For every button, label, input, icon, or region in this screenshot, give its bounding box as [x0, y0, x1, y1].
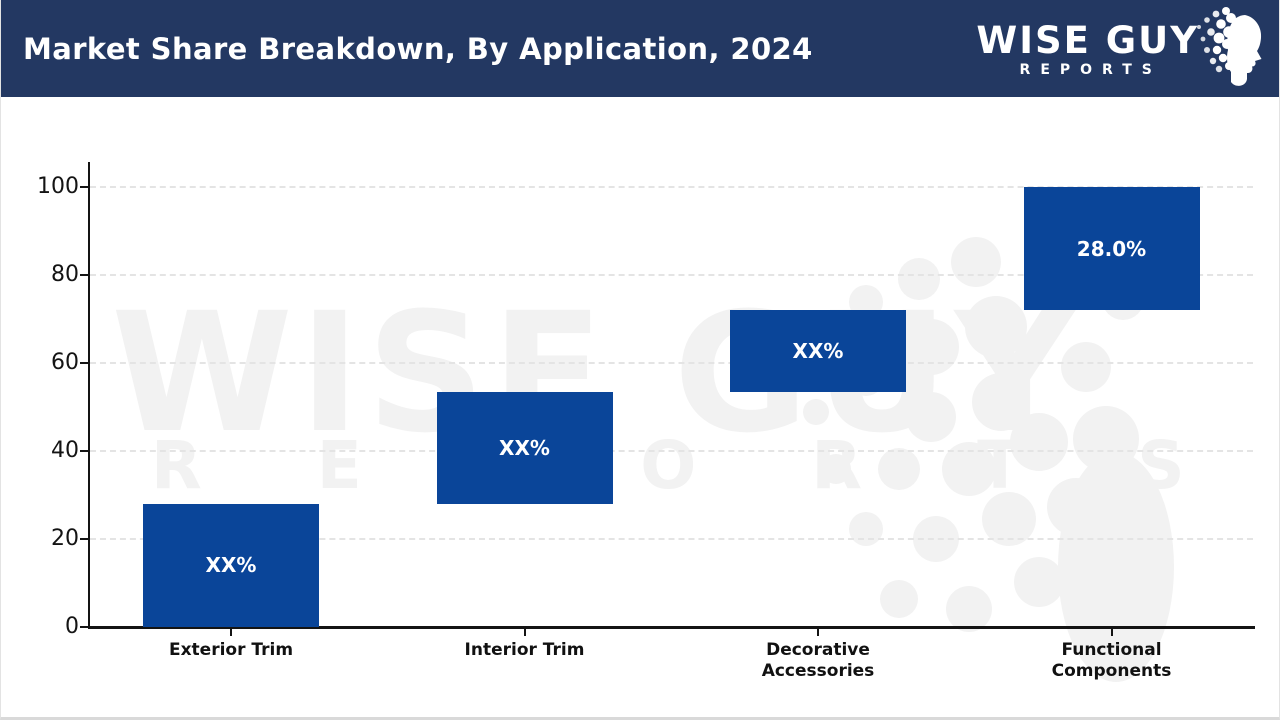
x-axis-category-label: Decorative Accessories: [761, 640, 875, 681]
bar-decorative-accessories: XX%: [730, 310, 906, 392]
logo-wordmark-sub: REPORTS: [1019, 61, 1162, 78]
x-axis-tick-mark: [817, 628, 819, 636]
plot: 0 20 40 60 80 100 XX% Exterior Trim XX% Interior …: [1, 97, 1279, 717]
y-axis-tick-label: 80: [51, 262, 79, 287]
logo-face-icon: [1197, 7, 1262, 86]
logo-wordmark-main: WISE GUY: [976, 18, 1199, 62]
y-axis-tick-mark: [80, 362, 89, 364]
bar-value-label: XX%: [792, 338, 844, 363]
logo-wordmark: WISE GUY REPORTS: [976, 18, 1199, 78]
header-bar: Market Share Breakdown, By Application, …: [1, 0, 1279, 97]
y-axis-tick-mark: [80, 626, 89, 628]
chart-area: WISE GUY R E P O R T S 0 20 40 60 80 100 XX% Ex…: [1, 97, 1279, 717]
y-axis-line: [88, 162, 90, 629]
gridline-y20: [90, 538, 1253, 540]
x-axis-tick-mark: [230, 628, 232, 636]
y-axis-tick-mark: [80, 538, 89, 540]
bar-exterior-trim: XX%: [143, 503, 319, 627]
bar-value-label: XX%: [499, 435, 550, 460]
x-axis-tick-mark: [1110, 628, 1113, 636]
page-title: Market Share Breakdown, By Application, …: [23, 31, 813, 66]
x-axis-category-label: Exterior Trim: [168, 640, 294, 660]
x-axis-category-label: Interior Trim: [464, 640, 585, 660]
y-axis-tick-mark: [80, 186, 89, 188]
gridline-y60: [90, 362, 1253, 364]
bar-value-label: XX%: [205, 553, 257, 578]
bar-functional-components: 28.0%: [1023, 187, 1200, 311]
y-axis-tick-label: 40: [51, 438, 79, 463]
brand-logo: WISE GUY REPORTS: [976, 4, 1267, 94]
y-axis-tick-mark: [80, 450, 89, 452]
bar-interior-trim: XX%: [436, 391, 613, 504]
x-axis-line: [88, 626, 1255, 629]
y-axis-tick-label: 60: [51, 350, 79, 375]
x-axis-tick-mark: [523, 628, 526, 636]
y-axis-tick-label: 0: [65, 614, 79, 639]
x-axis-category-label: Functional Components: [1051, 640, 1172, 681]
y-axis-tick-label: 20: [51, 526, 79, 551]
bar-value-label: 28.0%: [1076, 236, 1147, 261]
gridline-y40: [90, 450, 1253, 452]
gridline-y80: [90, 274, 1253, 276]
y-axis-tick-mark: [80, 274, 89, 276]
gridline-y100: [90, 186, 1253, 188]
y-axis-tick-label: 100: [37, 174, 79, 199]
